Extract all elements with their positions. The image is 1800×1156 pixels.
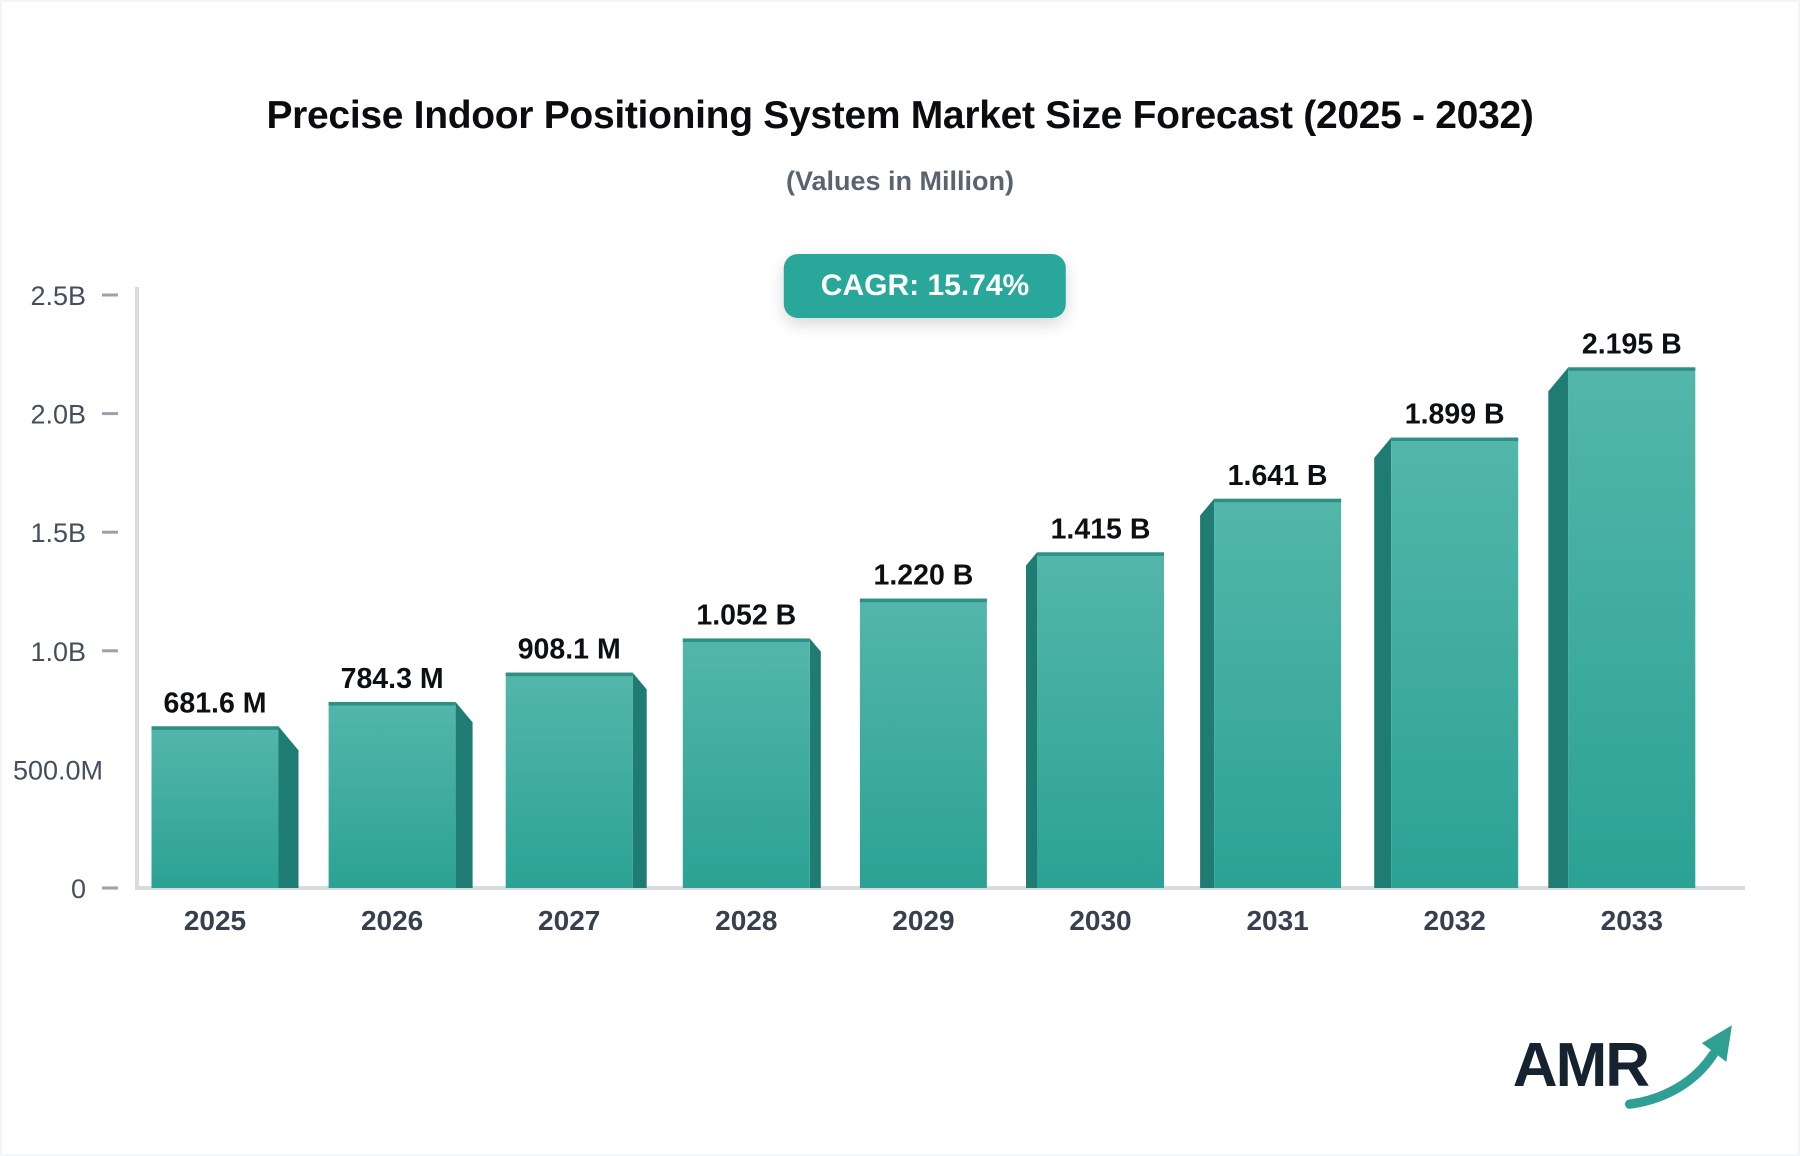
bar-front-face-2032 — [1391, 437, 1519, 888]
bar-top-edge — [1391, 437, 1519, 442]
y-tick-label: 500.0M — [13, 755, 103, 785]
x-category-label: 2030 — [1069, 905, 1131, 936]
x-category-label: 2032 — [1424, 905, 1486, 936]
bar-front-face-2026 — [328, 701, 456, 888]
bar-top-edge — [1568, 367, 1696, 371]
bar-front-face-2029 — [859, 598, 987, 888]
bar-value-label: 1.220 B — [873, 560, 973, 592]
bar-front-face-2031 — [1214, 498, 1342, 888]
x-category-label: 2026 — [361, 905, 423, 936]
bar-top-edge — [505, 672, 633, 677]
bar-front-face-2030 — [1037, 552, 1164, 888]
bar-value-label: 908.1 M — [518, 634, 621, 666]
bar-value-label: 1.641 B — [1228, 460, 1328, 492]
bar-value-label: 1.415 B — [1051, 513, 1151, 545]
y-tick-label: 2.5B — [30, 281, 86, 311]
bar-front-face-2025 — [151, 726, 279, 888]
brand-logo-text: AMR — [1512, 1031, 1650, 1100]
bar-side-face — [632, 672, 647, 888]
bar-side-face — [278, 726, 299, 888]
y-tick-label: 2.0B — [30, 400, 86, 430]
brand-logo: AMR — [1513, 1022, 1746, 1110]
cagr-badge: CAGR: 15.74% — [783, 254, 1067, 318]
bar-front-face-2028 — [682, 638, 810, 888]
bar-side-face — [809, 638, 821, 888]
chart-subtitle: (Values in Million) — [785, 166, 1015, 196]
x-category-label: 2027 — [538, 905, 600, 936]
bar-side-face — [1026, 552, 1037, 888]
y-tick-label: 0 — [71, 874, 86, 904]
bar-side-face — [1548, 367, 1569, 888]
x-category-label: 2029 — [892, 905, 954, 936]
x-category-label: 2033 — [1601, 905, 1663, 936]
y-tick-label: 1.0B — [30, 637, 86, 667]
y-tick-mark — [102, 530, 118, 534]
bar-side-face — [455, 701, 473, 888]
bar-top-edge — [859, 598, 987, 603]
y-tick-mark — [102, 649, 118, 653]
y-tick-mark — [102, 886, 118, 890]
bar-value-label: 2.195 B — [1582, 328, 1682, 360]
bar-front-face-2033 — [1568, 367, 1696, 888]
y-tick-label: 1.5B — [30, 518, 86, 548]
bar-top-edge — [151, 726, 279, 730]
y-axis-line — [135, 287, 139, 890]
bar-value-label: 681.6 M — [164, 687, 267, 719]
bar-top-edge — [682, 638, 810, 642]
chart-title: Precise Indoor Positioning System Market… — [266, 94, 1534, 137]
bar-top-edge — [328, 701, 456, 706]
y-tick-mark — [102, 293, 118, 297]
x-category-label: 2025 — [184, 905, 246, 936]
bar-top-edge — [1037, 552, 1164, 556]
bar-value-label: 1.899 B — [1405, 399, 1505, 431]
bar-value-label: 1.052 B — [696, 599, 796, 631]
bar-value-label: 784.3 M — [341, 663, 444, 695]
bar-top-edge — [1214, 498, 1342, 503]
bar-side-face — [1374, 437, 1392, 888]
bar-front-face-2027 — [505, 672, 633, 888]
x-category-label: 2028 — [715, 905, 777, 936]
trend-up-arrow-icon — [1624, 1025, 1732, 1109]
bar-side-face — [1200, 498, 1215, 888]
x-category-label: 2031 — [1246, 905, 1308, 936]
y-tick-mark — [102, 412, 118, 416]
